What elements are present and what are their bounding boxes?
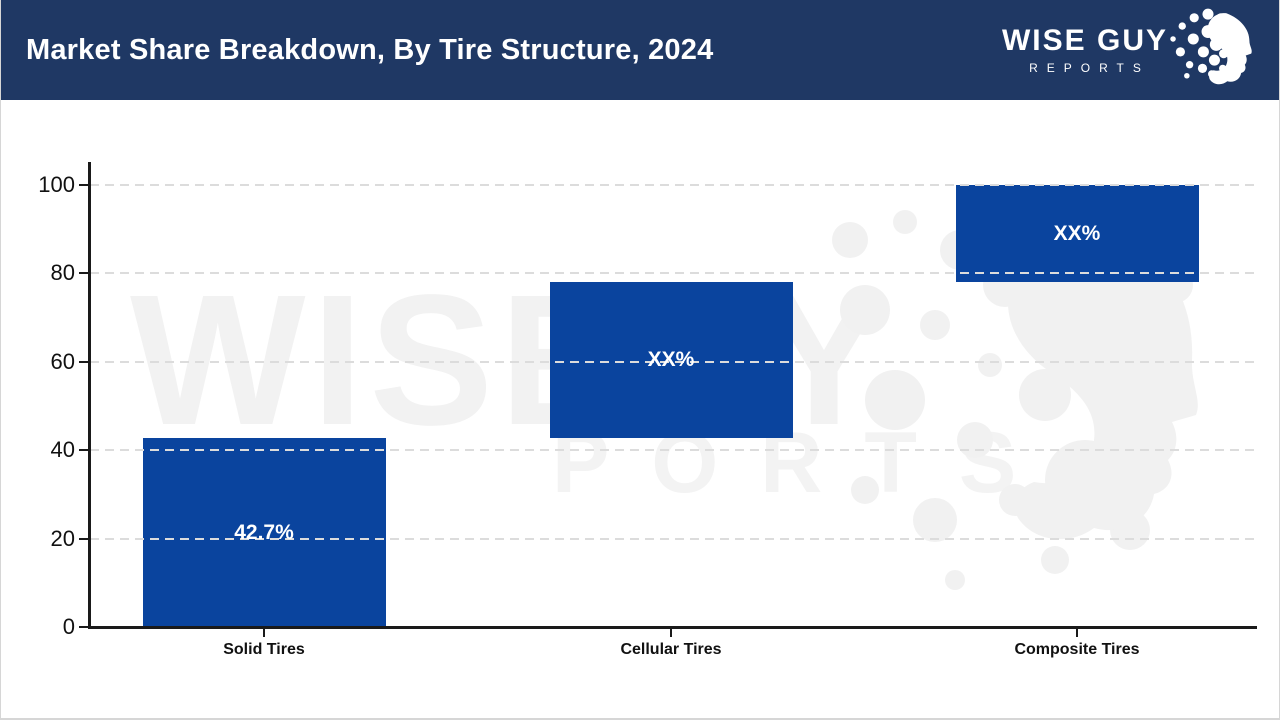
x-category-label: Composite Tires xyxy=(1014,641,1140,658)
x-axis-line xyxy=(88,626,1257,629)
y-tick-mark xyxy=(79,272,88,275)
y-axis-line xyxy=(88,162,91,629)
bar xyxy=(550,282,793,439)
y-tick-label: 100 xyxy=(38,172,75,197)
brand-name: WISE GUY xyxy=(1001,23,1168,57)
dotted-face-icon xyxy=(1170,8,1252,85)
bar xyxy=(143,438,386,627)
y-tick-mark xyxy=(79,537,88,540)
y-tick-mark xyxy=(79,360,88,363)
bar xyxy=(956,185,1199,283)
gridline xyxy=(90,272,1257,275)
y-tick-mark xyxy=(79,626,88,628)
header-bar: Market Share Breakdown, By Tire Structur… xyxy=(0,0,1280,100)
gridline xyxy=(90,537,1257,540)
page-title: Market Share Breakdown, By Tire Structur… xyxy=(26,33,714,66)
x-tick-mark xyxy=(1076,629,1078,637)
gridline xyxy=(90,360,1257,363)
y-tick-label: 20 xyxy=(50,525,75,551)
y-tick-mark xyxy=(79,449,88,452)
bar-value-label: 42.7% xyxy=(234,520,294,544)
y-tick-mark xyxy=(79,184,88,186)
watermark-dotted-face xyxy=(832,210,1198,590)
y-tick-label: 40 xyxy=(50,437,75,463)
x-tick-mark xyxy=(670,629,672,637)
x-category-label: Cellular Tires xyxy=(620,641,722,658)
x-category-label: Solid Tires xyxy=(223,641,305,658)
gridline xyxy=(90,449,1257,452)
bar-value-label: XX% xyxy=(647,348,695,372)
y-tick-label: 0 xyxy=(62,614,75,639)
watermark-wise: WISE xyxy=(130,257,630,464)
brand-logo: WISE GUY REPORTS xyxy=(1002,7,1254,93)
x-tick-mark xyxy=(263,629,265,637)
y-tick-label: 80 xyxy=(50,260,75,286)
y-tick-label: 60 xyxy=(50,348,75,374)
bar-value-label: XX% xyxy=(1053,221,1101,245)
brand-logo-text: WISE GUY REPORTS xyxy=(1001,23,1168,75)
gridline xyxy=(90,184,1257,186)
brand-subname: REPORTS xyxy=(1029,60,1150,75)
